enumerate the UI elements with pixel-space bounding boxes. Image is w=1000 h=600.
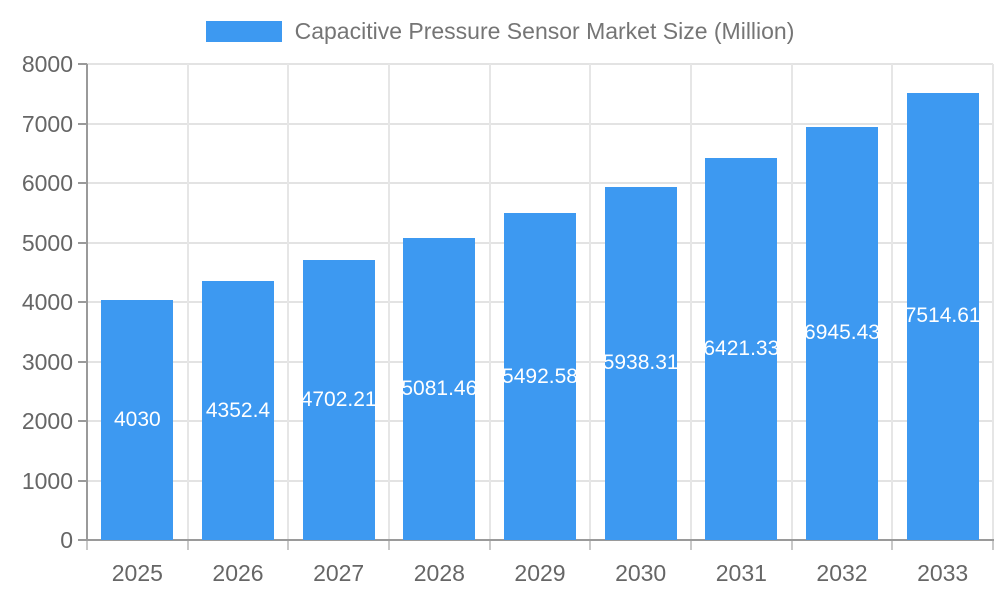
v-gridline: [388, 64, 390, 540]
bar[interactable]: 5081.46: [403, 237, 476, 540]
h-gridline: [87, 122, 993, 125]
y-tick-label: 8000: [21, 51, 73, 77]
x-axis-tick: [790, 541, 793, 550]
v-gridline: [186, 64, 189, 540]
h-gridline: [87, 63, 993, 65]
v-gridline: [690, 64, 692, 540]
x-axis-tick: [690, 541, 692, 550]
y-tick-label: 4000: [21, 289, 73, 315]
x-tick-label: 2029: [514, 560, 566, 586]
y-tick-label: 7000: [21, 110, 73, 137]
y-axis-tick: [78, 420, 87, 422]
x-tick-label: 2033: [917, 560, 969, 586]
legend[interactable]: Capacitive Pressure Sensor Market Size (…: [0, 18, 1000, 45]
y-axis-tick: [78, 182, 87, 184]
y-axis-line: [86, 64, 88, 540]
x-tick-label: 2032: [816, 560, 868, 586]
y-tick-label: 5000: [21, 229, 73, 256]
x-axis-line: [85, 539, 994, 541]
y-axis-tick: [78, 360, 87, 363]
x-axis-tick: [186, 541, 189, 550]
legend-swatch-icon: [205, 21, 282, 42]
bar-value-label: 7514.61: [906, 304, 979, 328]
v-gridline: [589, 64, 592, 540]
x-axis-tick: [992, 541, 994, 550]
x-axis-tick: [86, 541, 88, 550]
x-tick-label: 2031: [715, 560, 767, 586]
bar-value-label: 6421.33: [705, 336, 778, 360]
x-tick-label: 2028: [413, 560, 465, 586]
bar[interactable]: 6945.43: [806, 126, 878, 540]
x-tick-label: 2030: [615, 560, 667, 586]
x-tick-label: 2027: [313, 560, 365, 586]
v-gridline: [790, 64, 793, 540]
x-axis-tick: [388, 541, 390, 550]
v-gridline: [992, 64, 994, 540]
bar[interactable]: 5938.31: [604, 186, 677, 540]
x-axis-tick: [488, 541, 491, 550]
y-tick-label: 0: [60, 527, 73, 553]
bar-value-label: 4702.21: [302, 388, 375, 412]
y-axis-tick: [78, 241, 87, 244]
chart-title: Capacitive Pressure Sensor Market Size (…: [294, 18, 795, 44]
x-axis-tick: [891, 541, 894, 550]
h-gridline: [87, 182, 993, 184]
y-axis-tick: [78, 63, 87, 65]
y-axis-tick: [78, 479, 87, 482]
bar[interactable]: 5492.58: [504, 213, 576, 540]
x-tick-label: 2026: [212, 560, 264, 586]
y-tick-label: 1000: [21, 467, 73, 494]
y-axis-tick: [78, 539, 87, 541]
bar-value-label: 5492.58: [504, 364, 576, 388]
y-axis-tick: [78, 122, 87, 125]
bar[interactable]: 4030: [101, 300, 174, 540]
bar[interactable]: 4702.21: [302, 260, 375, 540]
v-gridline: [488, 64, 491, 540]
x-axis-tick: [287, 541, 290, 550]
bar-value-label: 4352.4: [205, 398, 271, 422]
y-tick-label: 6000: [21, 170, 73, 196]
y-tick-label: 3000: [21, 348, 73, 375]
bar[interactable]: 7514.61: [906, 92, 979, 540]
v-gridline: [287, 64, 290, 540]
bar[interactable]: 4352.4: [202, 281, 274, 540]
v-gridline: [891, 64, 894, 540]
bar-value-label: 5081.46: [403, 376, 476, 400]
y-tick-label: 2000: [21, 408, 73, 434]
x-tick-label: 2025: [111, 560, 163, 586]
bar-value-label: 4030: [113, 408, 161, 432]
bar-value-label: 6945.43: [806, 321, 878, 345]
y-axis-tick: [78, 301, 87, 303]
x-axis-tick: [589, 541, 592, 550]
bar[interactable]: 6421.33: [705, 157, 778, 540]
bar-value-label: 5938.31: [604, 351, 677, 375]
